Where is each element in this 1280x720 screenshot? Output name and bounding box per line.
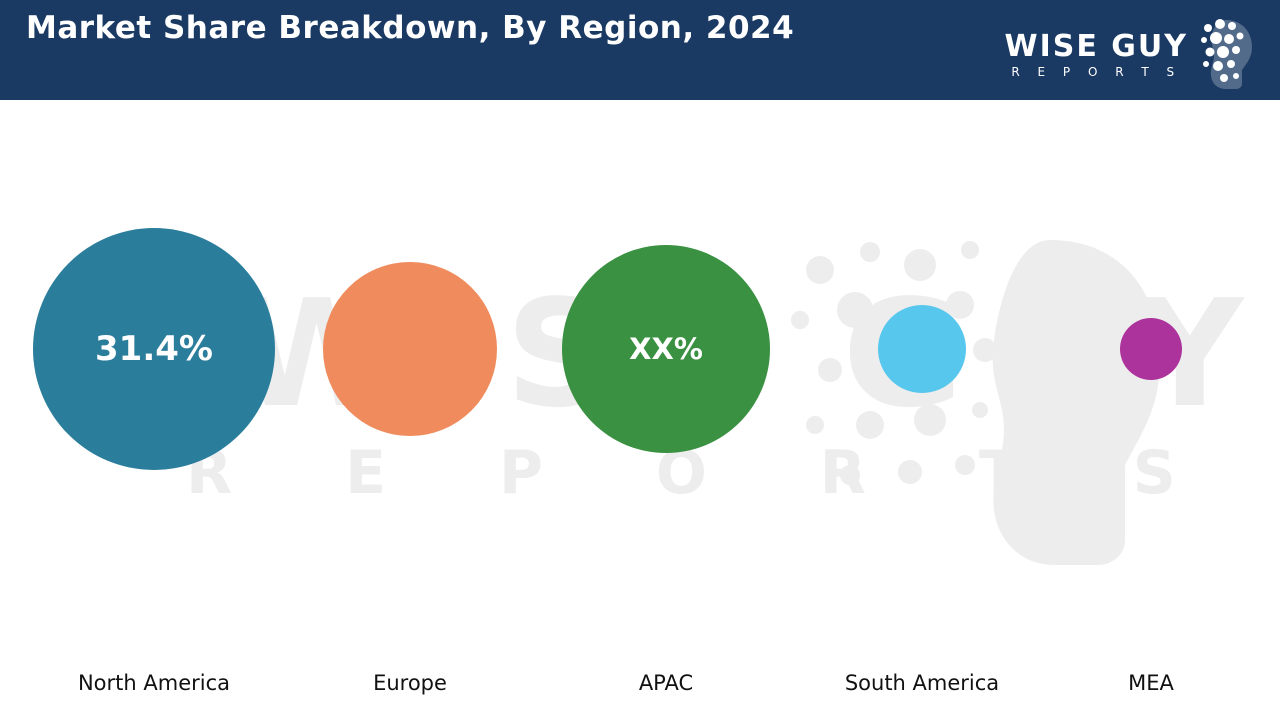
- category-label-europe: Europe: [373, 671, 447, 695]
- bubble-north-america: 31.4%: [33, 228, 275, 470]
- category-label-mea: MEA: [1128, 671, 1174, 695]
- bubble-value-label: XX%: [629, 332, 703, 366]
- logo-head-icon: [1196, 14, 1254, 94]
- brand-logo: WISE GUY R E P O R T S: [1004, 14, 1254, 94]
- category-label-south-america: South America: [844, 671, 1000, 695]
- page-title: Market Share Breakdown, By Region, 2024: [26, 10, 795, 46]
- bubble-apac: XX%: [562, 245, 770, 453]
- category-label-apac: APAC: [638, 671, 694, 695]
- brand-name: WISE GUY: [1004, 28, 1188, 64]
- brand-logo-text: WISE GUY R E P O R T S: [1004, 30, 1188, 79]
- category-label-north-america: North America: [77, 671, 231, 695]
- bubble-value-label: 31.4%: [95, 329, 213, 369]
- header: Market Share Breakdown, By Region, 2024 …: [0, 0, 1280, 100]
- bubble-europe: [323, 262, 497, 436]
- brand-subtitle: R E P O R T S: [1011, 64, 1182, 79]
